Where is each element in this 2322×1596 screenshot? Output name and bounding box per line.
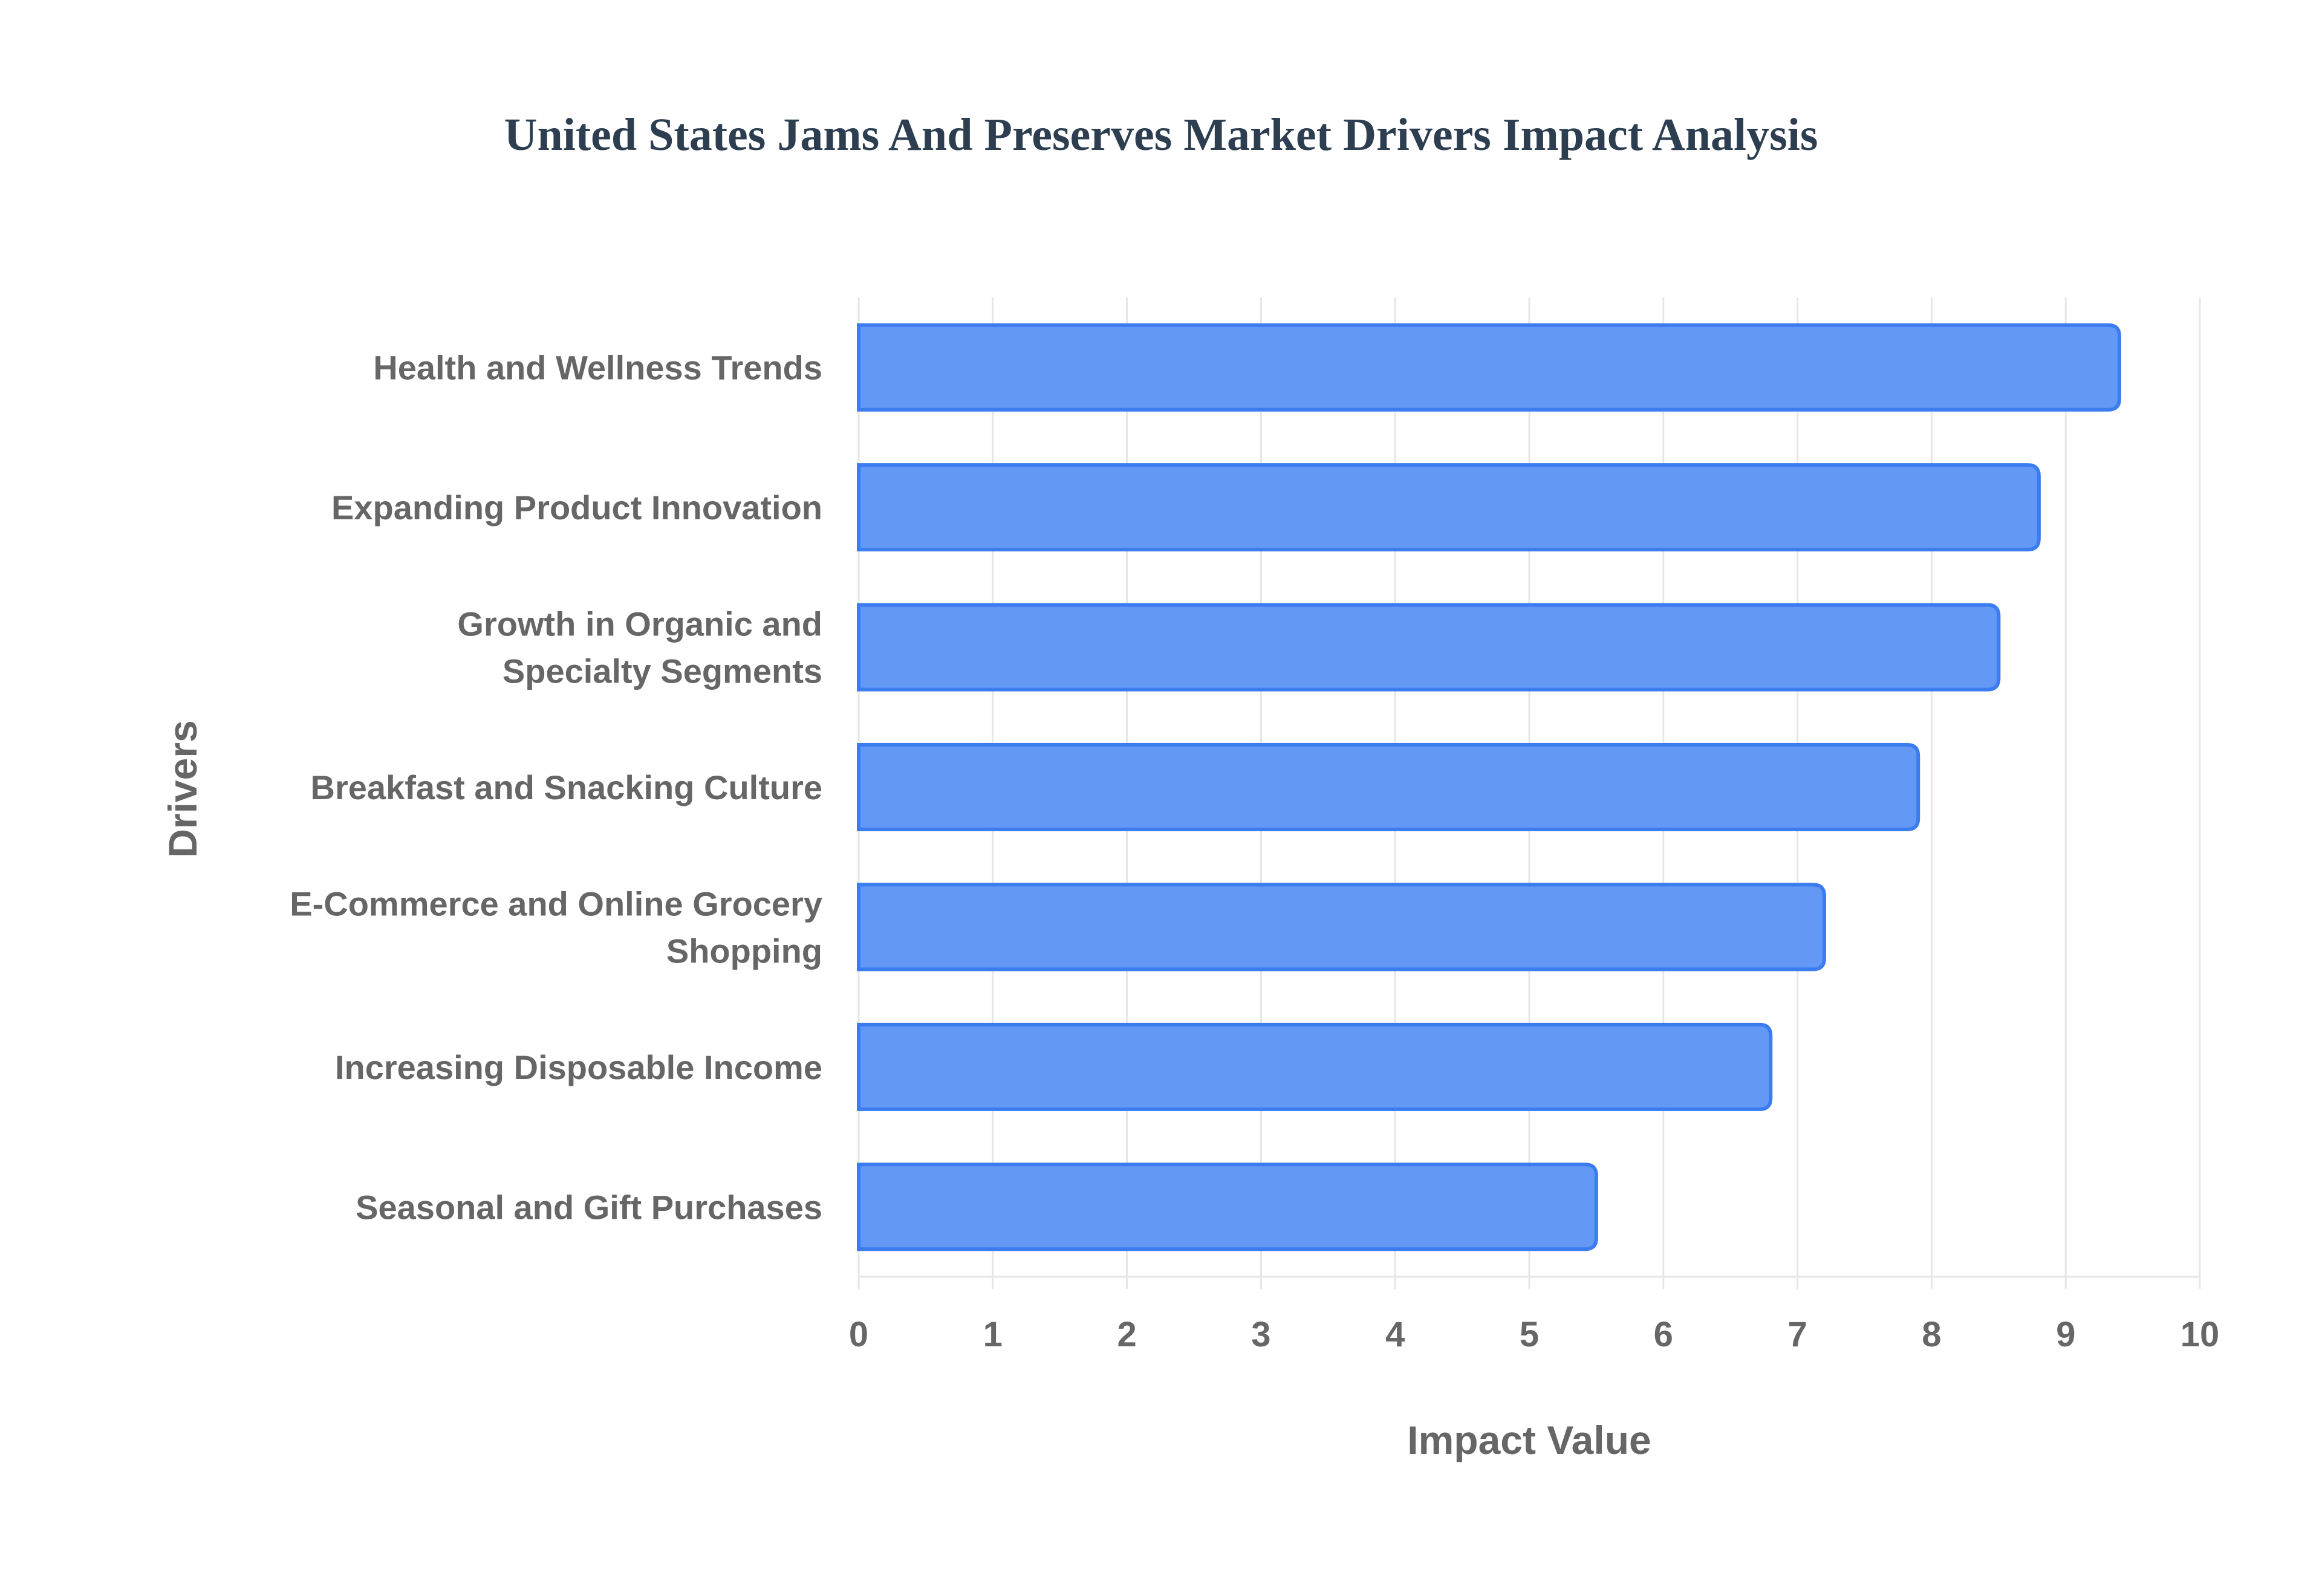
y-axis-title: Drivers — [160, 720, 205, 858]
bar[interactable] — [857, 883, 1826, 972]
y-tick-label: Health and Wellness Trends — [373, 349, 822, 387]
x-tick-label: 9 — [2056, 1315, 2075, 1354]
x-tick-labels: 0 1 2 3 4 5 6 7 8 9 10 — [849, 1315, 2219, 1354]
x-axis-title: Impact Value — [1407, 1418, 1651, 1462]
x-tick-label: 4 — [1385, 1315, 1405, 1354]
bar[interactable] — [857, 323, 2121, 412]
y-tick-label: Growth in Organic and — [457, 605, 822, 643]
bar[interactable] — [857, 743, 1920, 831]
x-tick-label: 0 — [849, 1315, 868, 1354]
y-tick-label: Specialty Segments — [502, 652, 822, 690]
x-tick-label: 6 — [1654, 1315, 1673, 1354]
chart-title: United States Jams And Preserves Market … — [504, 109, 1818, 160]
bar[interactable] — [857, 603, 2001, 692]
y-tick-label: Expanding Product Innovation — [331, 488, 822, 527]
y-tick-labels: Health and Wellness Trends Expanding Prod… — [290, 349, 822, 1227]
bars — [857, 323, 2121, 1251]
x-tick-label: 7 — [1787, 1315, 1807, 1354]
y-tick-label: Seasonal and Gift Purchases — [356, 1188, 822, 1226]
x-tick-label: 1 — [983, 1315, 1003, 1354]
bar[interactable] — [857, 463, 2041, 552]
bar[interactable] — [857, 1163, 1598, 1251]
bar[interactable] — [857, 1022, 1773, 1111]
x-tick-label: 3 — [1251, 1315, 1270, 1354]
y-tick-label: E-Commerce and Online Grocery — [290, 884, 822, 923]
y-tick-label: Breakfast and Snacking Culture — [311, 768, 822, 806]
y-tick-label: Increasing Disposable Income — [335, 1048, 822, 1086]
x-tick-label: 5 — [1520, 1315, 1539, 1354]
x-tick-label: 8 — [1922, 1315, 1941, 1354]
x-tick-label: 2 — [1117, 1315, 1136, 1354]
x-tick-label: 10 — [2181, 1315, 2220, 1354]
y-tick-label: Shopping — [666, 932, 822, 970]
